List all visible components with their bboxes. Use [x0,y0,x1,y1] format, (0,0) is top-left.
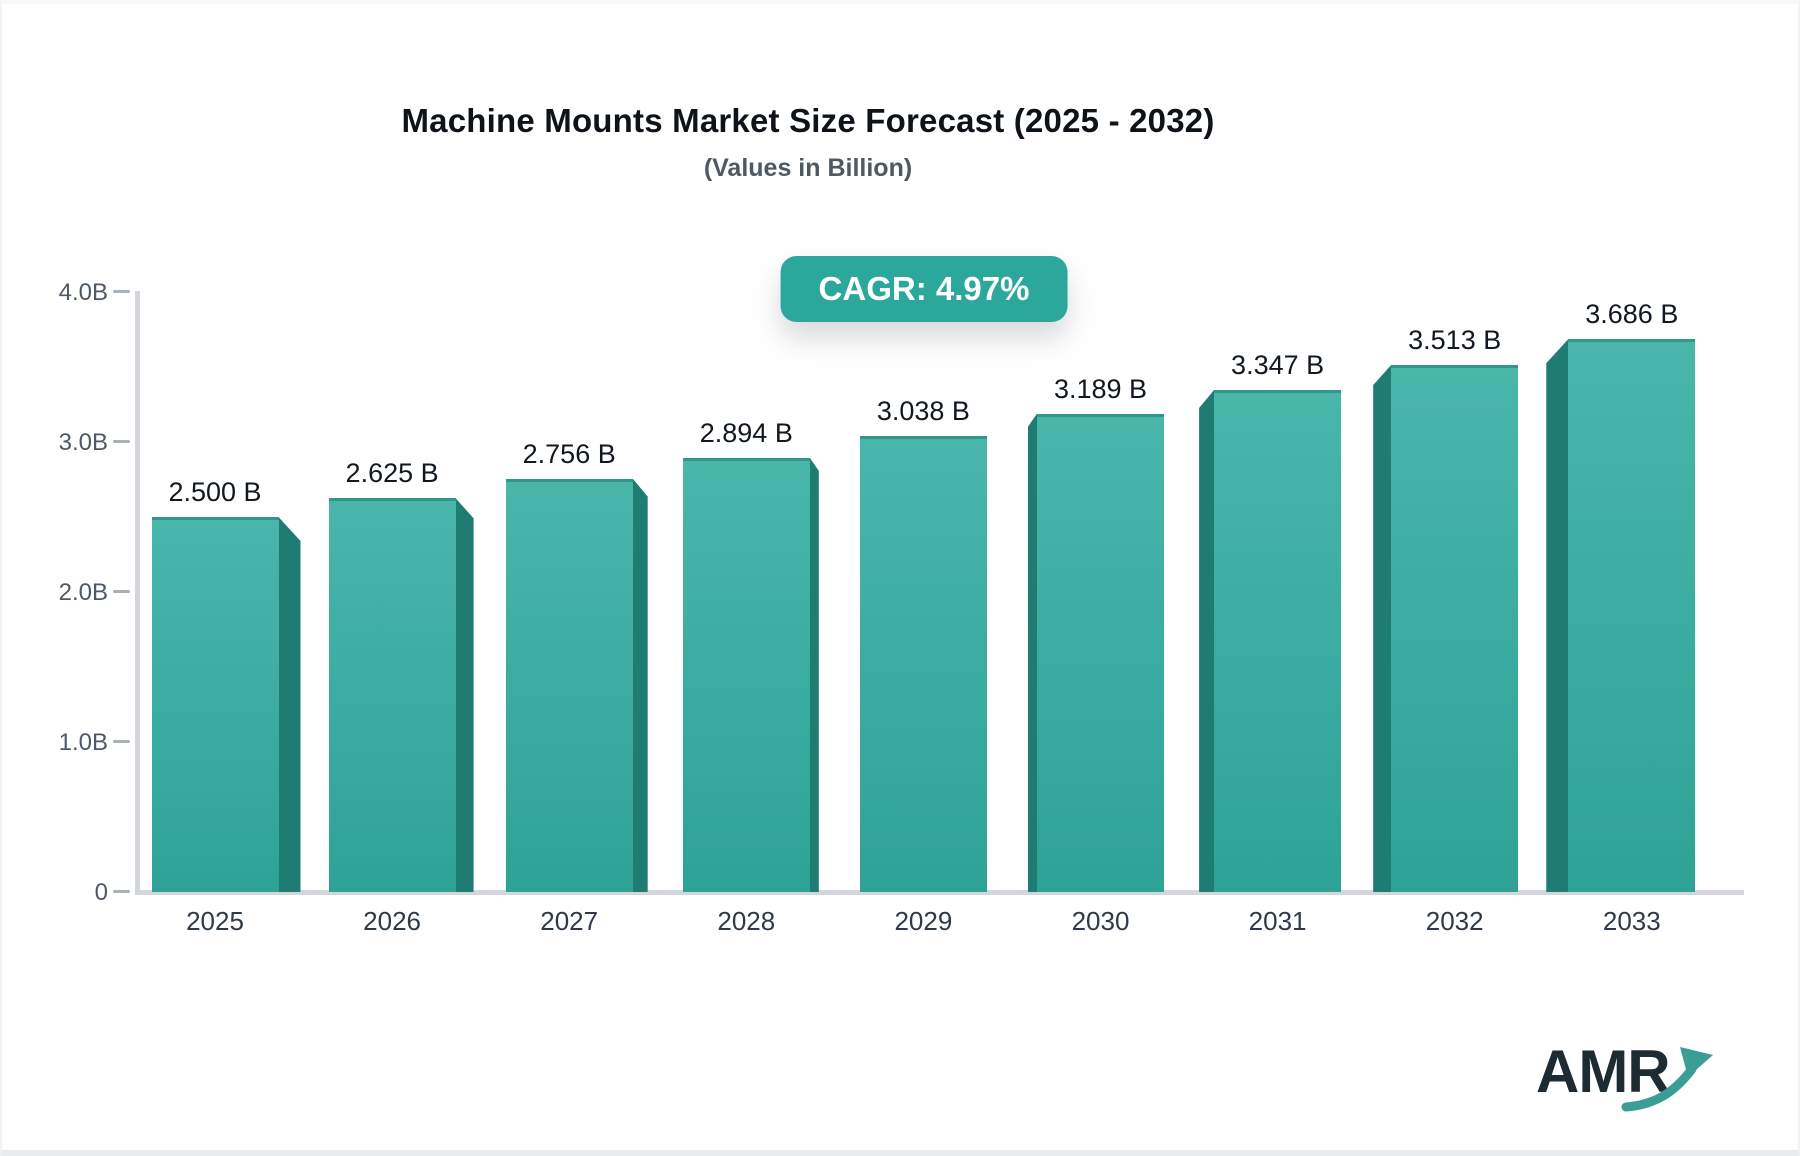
y-axis-tick-mark [113,290,130,293]
y-axis-tick-mark [113,440,130,443]
y-axis-tick-label: 0 [94,879,108,906]
bar-3d-side [632,478,648,892]
bar-value-label: 3.189 B [1053,373,1148,404]
x-axis-label-2029: 2029 [894,906,953,936]
amr-logo-text: AMR [1536,1038,1671,1105]
bar-2033 [1568,339,1696,892]
bar-3d-side [1028,413,1037,892]
y-axis-tick-label: 1.0B [58,729,108,756]
y-axis-tick-mark [113,590,130,593]
x-axis-label-2026: 2026 [363,906,422,936]
growth-arrow-icon [1621,1047,1713,1112]
x-axis-label-2032: 2032 [1425,906,1484,936]
bar-value-label: 3.686 B [1585,299,1679,330]
bar-2028 [682,457,810,892]
bar-value-label: 3.038 B [876,396,970,427]
bar-value-label: 2.894 B [699,417,793,448]
bar-value-label: 2.625 B [345,458,439,489]
y-axis-tick-label: 3.0B [58,429,108,456]
bar-2030 [1037,413,1164,892]
cagr-badge: CAGR: 4.97% [780,256,1068,322]
bar-3d-side [1199,389,1215,892]
bar-2031 [1214,389,1342,892]
bar-3d-side [809,457,819,892]
bar-value-label: 3.513 B [1408,325,1502,356]
bar-2032 [1391,365,1519,892]
x-axis-label-2033: 2033 [1602,906,1661,936]
bar-3d-side [1373,365,1392,892]
bar-value-label: 2.756 B [522,438,616,469]
bar-3d-side [278,517,301,892]
y-axis-tick-mark [113,740,130,743]
x-axis-label-2030: 2030 [1071,906,1130,936]
bar-2025 [151,517,279,892]
y-axis-tick-mark [113,890,130,893]
bar-2026 [328,498,456,892]
chart-subtitle: (Values in Billion) [703,154,913,182]
bar-3d-side [1546,339,1569,892]
bar-3d-side [455,498,474,892]
x-axis-label-2031: 2031 [1248,906,1307,936]
bar-2029 [859,436,987,892]
x-axis-label-2027: 2027 [540,906,599,936]
y-axis-tick-label: 4.0B [58,279,108,306]
amr-logo: AMR [1536,1037,1716,1117]
y-axis-tick-label: 2.0B [58,579,108,606]
x-axis-label-2025: 2025 [186,906,244,936]
chart-title: Machine Mounts Market Size Forecast (202… [401,102,1215,139]
x-axis-label-2028: 2028 [717,906,776,936]
y-axis-line [135,291,140,895]
x-axis-line [135,890,1744,895]
bar-value-label: 3.347 B [1231,349,1325,380]
bar-2027 [505,478,633,892]
bar-value-label: 2.500 B [168,477,262,507]
